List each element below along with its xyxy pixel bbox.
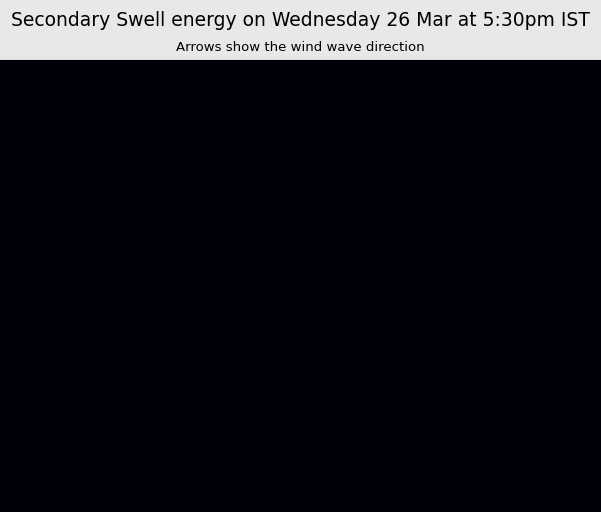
- Text: Secondary Swell energy on Wednesday 26 Mar at 5:30pm IST: Secondary Swell energy on Wednesday 26 M…: [11, 11, 590, 30]
- Text: Arrows show the wind wave direction: Arrows show the wind wave direction: [176, 40, 425, 54]
